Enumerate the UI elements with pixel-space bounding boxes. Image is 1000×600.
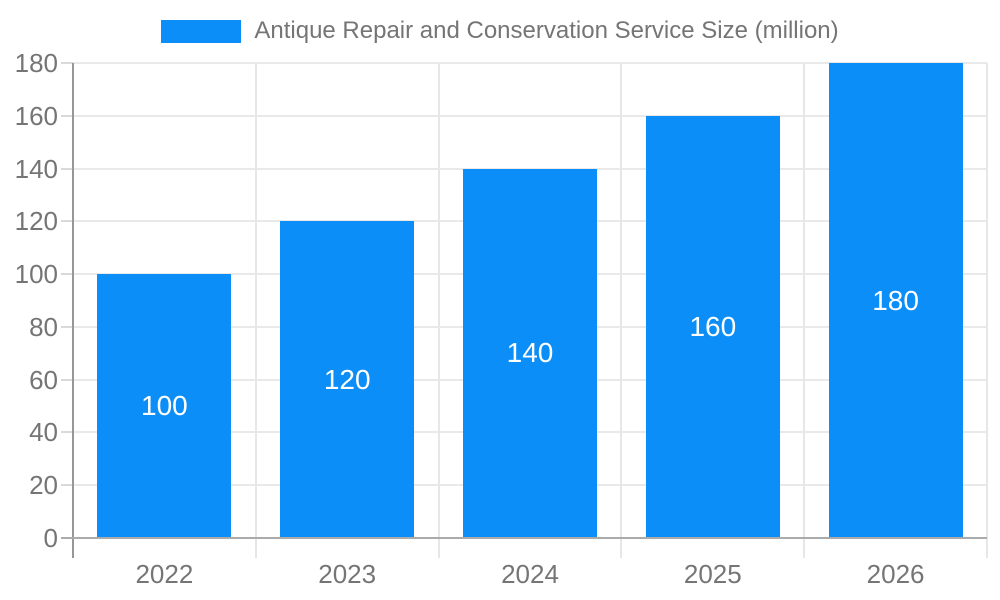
bar-value-label: 120: [323, 363, 371, 395]
bar[interactable]: 140: [463, 168, 597, 538]
y-axis-tick-label: 80: [29, 311, 58, 342]
h-gridline: [73, 114, 987, 117]
x-axis-tick-label: 2024: [501, 559, 559, 589]
y-axis-tick: [61, 114, 73, 117]
bar[interactable]: 160: [645, 115, 780, 538]
x-axis-baseline: [61, 537, 987, 539]
bar-value-label: 100: [141, 390, 188, 422]
y-axis-tick: [61, 431, 73, 434]
y-axis-tick: [61, 325, 73, 328]
bar[interactable]: 100: [97, 274, 232, 538]
x-axis-tick-label: 2023: [318, 559, 377, 589]
x-axis-tick-label: 2022: [135, 559, 194, 589]
bar-value-label: 180: [872, 284, 919, 316]
h-gridline: [73, 62, 987, 64]
y-axis-tick-label: 140: [14, 153, 58, 184]
x-axis-tick-label: 2025: [683, 559, 742, 589]
y-axis-tick: [61, 273, 73, 276]
legend[interactable]: Antique Repair and Conservation Service …: [0, 17, 1000, 45]
bar[interactable]: 120: [280, 221, 415, 538]
y-axis-tick: [61, 62, 73, 64]
bar-value-label: 160: [689, 310, 737, 342]
y-axis-tick: [61, 220, 73, 223]
y-axis-tick-label: 20: [29, 470, 58, 501]
y-axis-tick-label: 0: [43, 523, 58, 553]
y-axis-tick-label: 180: [14, 48, 58, 78]
v-gridline: [437, 63, 440, 558]
bar-value-label: 140: [506, 337, 554, 369]
x-axis-tick-label: 2026: [866, 559, 925, 589]
v-gridline: [986, 63, 988, 558]
legend-label[interactable]: Antique Repair and Conservation Service …: [254, 17, 839, 44]
y-axis-tick: [61, 378, 73, 381]
bar[interactable]: 180: [828, 63, 963, 538]
y-axis-tick-label: 100: [14, 259, 58, 290]
v-gridline: [803, 63, 806, 558]
y-axis-tick-label: 120: [14, 206, 58, 237]
v-gridline: [620, 63, 623, 558]
y-axis-tick: [61, 167, 73, 170]
y-axis-tick-label: 60: [29, 364, 58, 395]
y-axis-tick-label: 160: [14, 100, 58, 131]
legend-swatch[interactable]: [161, 19, 242, 43]
y-axis-line: [72, 63, 74, 558]
y-axis-tick: [61, 484, 73, 487]
y-axis-tick-label: 40: [29, 417, 58, 448]
v-gridline: [254, 63, 257, 558]
